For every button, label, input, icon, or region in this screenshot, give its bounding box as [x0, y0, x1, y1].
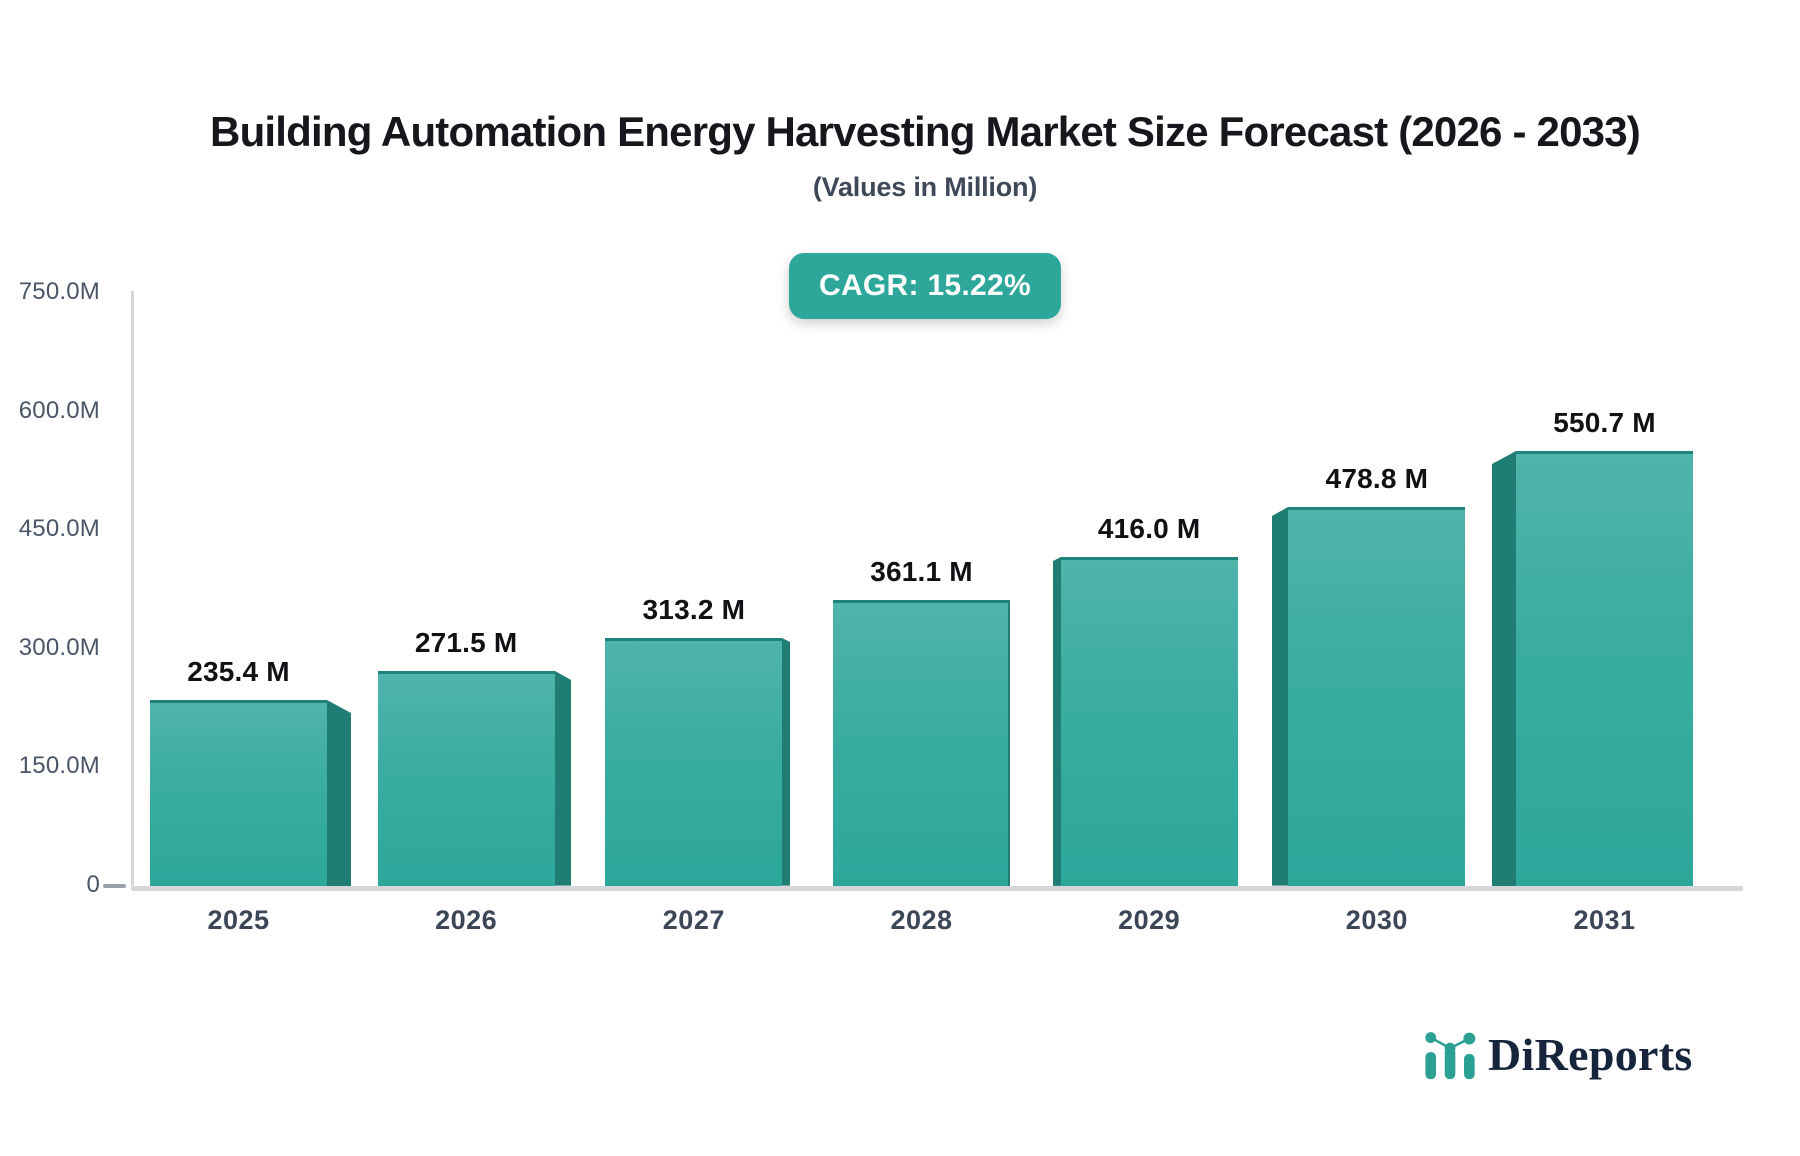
bar-value-label-2025: 235.4 M	[187, 655, 290, 687]
bar-value-label-2028: 361.1 M	[870, 556, 973, 588]
x-category-label-2027: 2027	[662, 905, 725, 935]
y-tick-label-750.0M: 750.0M	[18, 278, 100, 305]
mini-bar-chart-icon	[1425, 1032, 1476, 1080]
x-category-label-2031: 2031	[1573, 905, 1636, 935]
bar-value-label-2027: 313.2 M	[642, 594, 746, 626]
direports-logo: DiReports	[1422, 1026, 1693, 1082]
bar-2030[interactable]	[1288, 507, 1466, 886]
logo-text: DiReports	[1488, 1028, 1693, 1080]
y-axis-line	[131, 291, 134, 886]
bar-2029[interactable]	[1060, 557, 1238, 886]
y-tick-label-150.0M: 150.0M	[18, 752, 100, 780]
bar-value-label-2031: 550.7 M	[1553, 406, 1656, 438]
y-tick-label-300.0M: 300.0M	[18, 633, 100, 661]
bar-2026[interactable]	[377, 671, 555, 886]
x-category-label-2028: 2028	[890, 905, 953, 935]
bar-2027[interactable]	[605, 638, 783, 886]
bar-side-2029	[1052, 557, 1061, 886]
bar-side-2027	[782, 638, 791, 886]
bar-side-2025	[327, 699, 351, 886]
bar-2025[interactable]	[150, 699, 327, 886]
x-category-label-2025: 2025	[207, 905, 270, 935]
y-tick-label-0: 0	[86, 871, 100, 898]
x-category-label-2029: 2029	[1118, 905, 1181, 935]
x-axis-line	[131, 886, 1743, 891]
x-category-label-2030: 2030	[1345, 905, 1408, 935]
bar-side-2026	[554, 671, 571, 886]
chart-title: Building Automation Energy Harvesting Ma…	[210, 108, 1641, 155]
bar-side-2031	[1492, 450, 1517, 886]
bar-value-label-2029: 416.0 M	[1097, 513, 1201, 545]
bar-value-label-2026: 271.5 M	[414, 627, 518, 659]
cagr-badge: CAGR: 15.22%	[788, 253, 1062, 319]
y-tick-label-450.0M: 450.0M	[18, 515, 100, 543]
bar-2031[interactable]	[1516, 450, 1694, 886]
chart-subtitle: (Values in Million)	[812, 172, 1038, 202]
bar-side-2030	[1272, 507, 1289, 886]
bar-2028[interactable]	[833, 600, 1010, 886]
x-category-label-2026: 2026	[435, 905, 498, 935]
y-axis-zero-tick	[103, 884, 126, 888]
y-tick-label-600.0M: 600.0M	[18, 396, 100, 424]
bar-value-label-2030: 478.8 M	[1325, 463, 1429, 495]
